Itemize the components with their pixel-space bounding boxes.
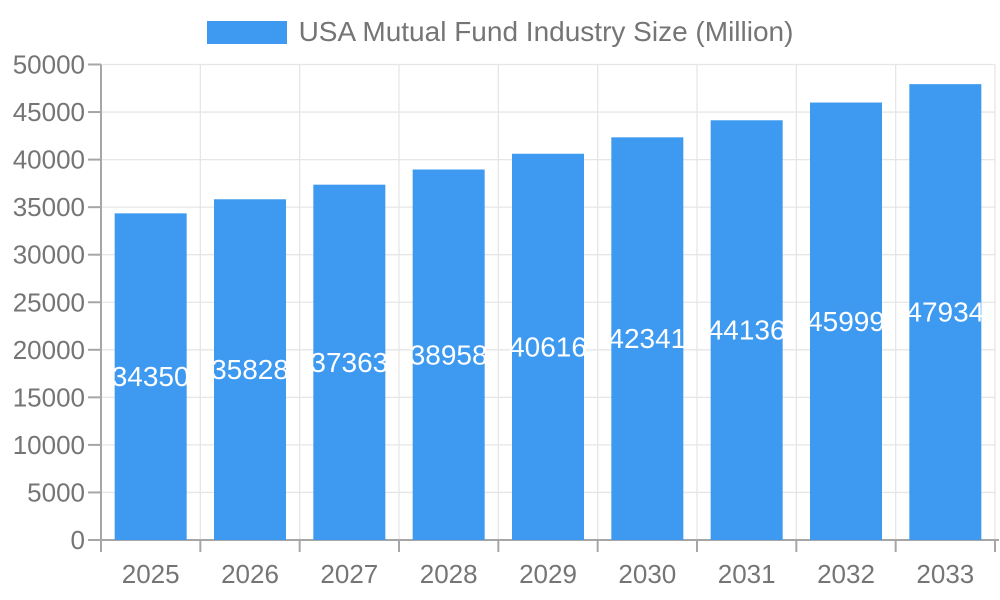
bar-value-label-2031: 44136 [708,315,786,346]
x-tick-label-2028[interactable]: 2028 [420,559,478,589]
y-tick-label-25000: 25000 [13,287,85,317]
y-tick-label-30000: 30000 [13,240,85,270]
legend-item[interactable]: USA Mutual Fund Industry Size (Million) [0,14,1000,50]
y-tick-label-10000: 10000 [13,430,85,460]
bar-2029[interactable] [512,153,584,541]
bar-2027[interactable] [313,184,386,541]
bar-value-label-2027: 37363 [310,347,388,378]
y-tick-label-15000: 15000 [13,382,85,412]
x-tick-label-2029[interactable]: 2029 [519,559,577,589]
bar-value-label-2030: 42341 [608,323,686,354]
x-tick-label-2031[interactable]: 2031 [718,559,776,589]
y-tick-label-0: 0 [71,525,85,555]
x-tick-label-2025[interactable]: 2025 [122,559,180,589]
bar-value-label-2032: 45999 [807,306,885,337]
y-tick-label-40000: 40000 [13,145,85,175]
bar-value-label-2033: 47934 [906,297,984,328]
y-tick-label-35000: 35000 [13,192,85,222]
x-tick-label-2032[interactable]: 2032 [817,559,875,589]
x-tick-label-2030[interactable]: 2030 [618,559,676,589]
bar-2025[interactable] [114,213,187,541]
legend-swatch [206,20,287,44]
bar-value-label-2025: 34350 [112,361,190,392]
bar-value-label-2028: 38958 [410,339,488,370]
bar-2031[interactable] [710,120,783,541]
bar-value-label-2029: 40616 [509,331,587,362]
y-tick-label-5000: 5000 [27,477,85,507]
y-tick-label-20000: 20000 [13,335,85,365]
bar-2026[interactable] [214,199,286,540]
x-tick-label-2027[interactable]: 2027 [320,559,378,589]
y-tick-label-45000: 45000 [13,97,85,127]
legend-label: USA Mutual Fund Industry Size (Million) [298,16,794,47]
x-tick-label-2033[interactable]: 2033 [916,559,974,589]
bar-2028[interactable] [412,169,485,541]
bar-2030[interactable] [611,137,684,540]
y-tick-label-50000: 50000 [13,50,85,80]
bar-value-label-2026: 35828 [211,354,289,385]
bar-2033[interactable] [909,84,982,541]
bar-2032[interactable] [810,102,882,541]
x-tick-label-2026[interactable]: 2026 [221,559,279,589]
